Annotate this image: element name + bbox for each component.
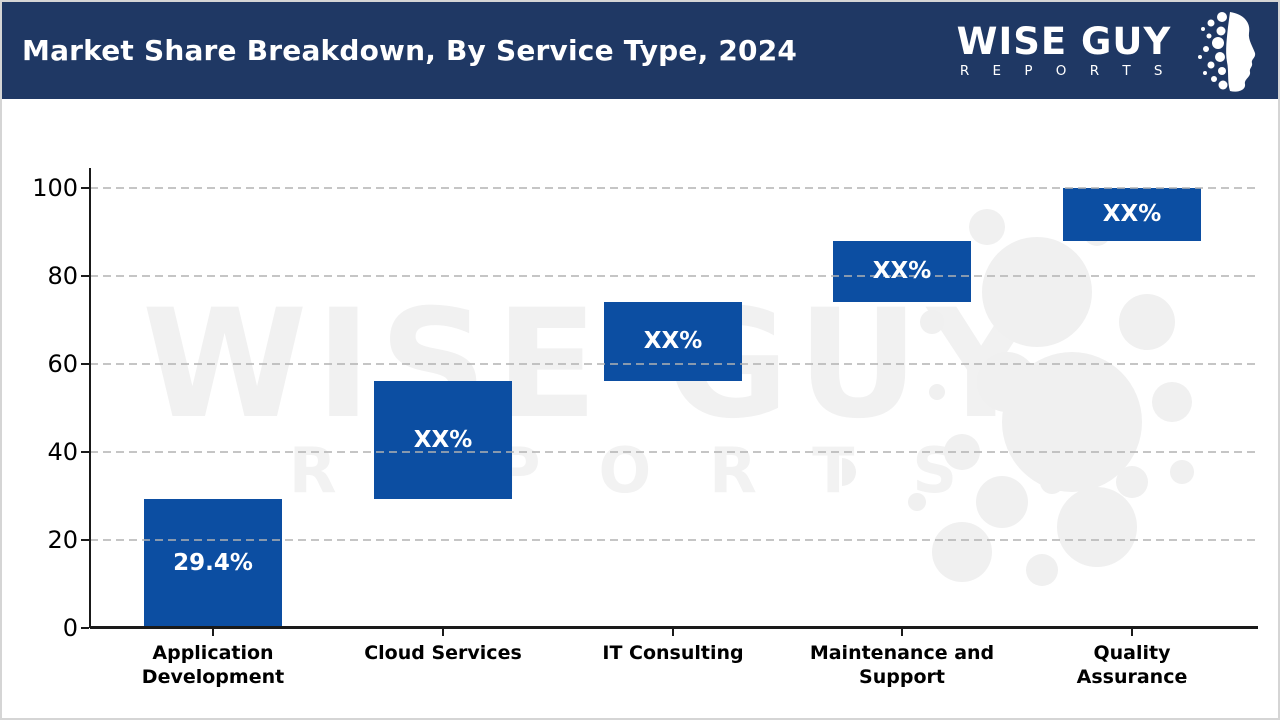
bar-maintenance-and-support	[833, 240, 971, 302]
header-bar: Market Share Breakdown, By Service Type,…	[2, 2, 1278, 99]
y-tick-mark	[81, 627, 89, 629]
x-tick-mark	[672, 628, 674, 636]
x-axis-line	[90, 626, 1258, 629]
y-tick-label: 20	[47, 526, 78, 554]
x-category-label-cloud-services: Cloud Services	[364, 642, 522, 664]
bar-value-label-quality-assurance: XX%	[1102, 201, 1162, 228]
y-tick-label: 100	[32, 174, 78, 202]
chart-title: Market Share Breakdown, By Service Type,…	[22, 34, 798, 67]
y-tick-label: 0	[62, 614, 78, 642]
bar-value-label-application-development: 29.4%	[173, 550, 253, 577]
watermark-head-icon	[842, 209, 1194, 586]
gridline-80	[90, 275, 1258, 277]
y-tick-mark	[81, 275, 89, 277]
bar-it-consulting	[604, 301, 742, 381]
x-tick-mark	[212, 628, 214, 636]
x-tick-mark	[1131, 628, 1133, 636]
bar-value-label-maintenance-and-support: XX%	[872, 258, 932, 285]
logo-brand-name: WISE GUY	[956, 19, 1172, 63]
bar-quality-assurance	[1063, 188, 1201, 241]
gridline-100	[90, 187, 1258, 189]
y-tick-label: 40	[47, 438, 78, 466]
y-tick-mark	[81, 187, 89, 189]
watermark-brand-text: WISE GUY	[142, 278, 1044, 452]
x-tick-mark	[442, 628, 444, 636]
logo-brand-subtitle: R E P O R T S	[959, 62, 1172, 79]
x-category-label-it-consulting: IT Consulting	[602, 642, 744, 664]
y-tick-label: 80	[47, 262, 78, 290]
gridline-20	[90, 539, 1258, 541]
wiseguy-logo: WISE GUY R E P O R T S	[956, 9, 1256, 93]
gridline-60	[90, 363, 1258, 365]
bar-application-development	[144, 498, 282, 628]
bar-cloud-services	[374, 380, 512, 499]
y-tick-mark	[81, 363, 89, 365]
bar-value-label-it-consulting: XX%	[643, 328, 703, 355]
wiseguy-head-logo-icon	[1198, 11, 1256, 92]
y-tick-mark	[81, 539, 89, 541]
x-category-label-maintenance-and-support: Maintenance and Support	[809, 642, 995, 688]
y-axis-line	[89, 168, 91, 628]
wiseguy-logo-text: WISE GUY R E P O R T S	[956, 23, 1172, 79]
y-tick-mark	[81, 451, 89, 453]
bar-value-label-cloud-services: XX%	[413, 426, 473, 453]
x-tick-mark	[901, 628, 903, 636]
gridline-40	[90, 451, 1258, 453]
y-tick-label: 60	[47, 350, 78, 378]
x-category-label-quality-assurance: Quality Assurance	[1076, 642, 1188, 688]
x-category-label-application-development: Application Development	[141, 642, 285, 688]
